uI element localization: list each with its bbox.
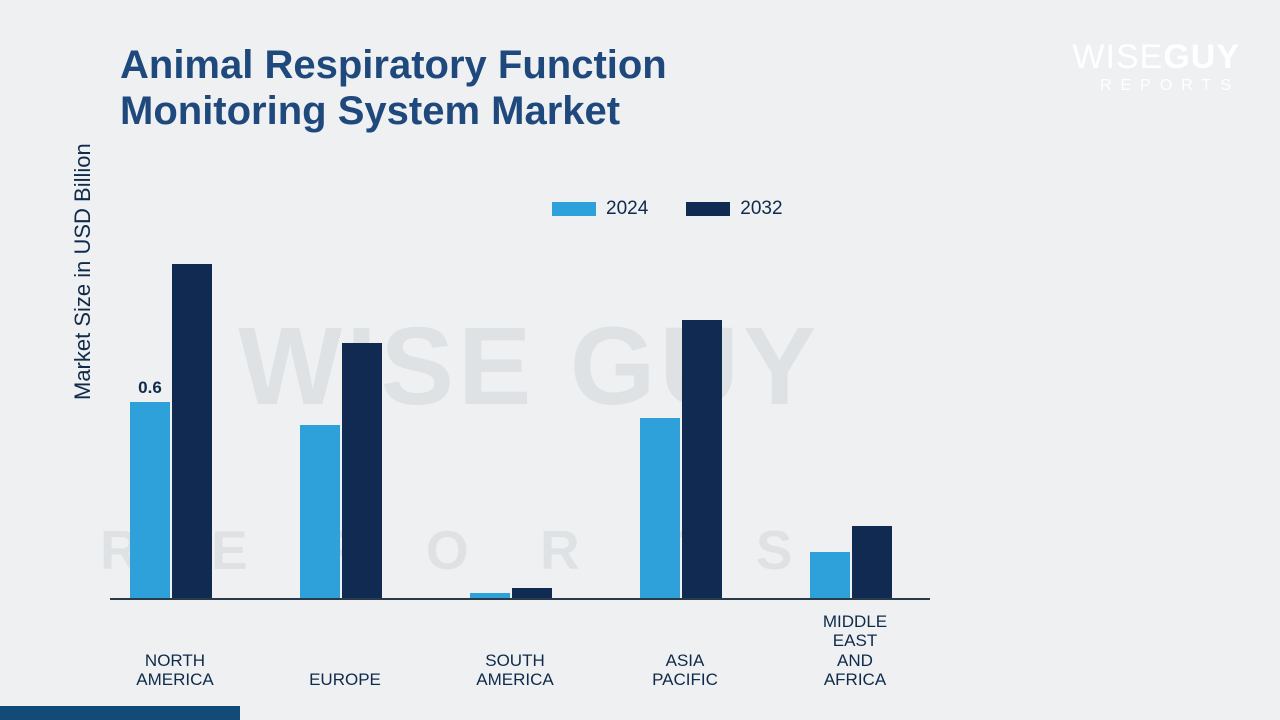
bar-2024-me [810,552,850,598]
legend-item-2024: 2024 [552,198,648,220]
bar-2032-ap [682,320,722,598]
brand-word-1: WISE [1072,38,1163,76]
brand-subtitle: REPORTS [1072,78,1240,95]
legend-item-2032: 2032 [686,198,782,220]
brand-word-2: GUY [1163,38,1240,76]
x-label-me: MIDDLE EAST AND AFRICA [790,612,920,690]
legend-swatch-2032 [686,202,730,216]
bar-2032-eu [342,343,382,598]
chart-canvas: WISE GUY R E P O R T S Animal Respirator… [0,0,1280,720]
legend-label-2024: 2024 [606,198,648,220]
y-axis-label: Market Size in USD Billion [70,143,96,400]
bar-2024-sa [470,593,510,598]
bar-2024-eu [300,425,340,598]
plot-area: 0.6NORTH AMERICAEUROPESOUTH AMERICAASIA … [110,240,930,600]
x-label-eu: EUROPE [280,670,410,690]
legend-swatch-2024 [552,202,596,216]
legend-label-2032: 2032 [740,198,782,220]
brand-logo: WISEGUY REPORTS [1072,40,1240,94]
bar-value-label: 0.6 [138,378,162,398]
chart-title: Animal Respiratory Function Monitoring S… [120,42,800,134]
x-label-ap: ASIA PACIFIC [620,651,750,690]
legend: 2024 2032 [552,198,783,220]
bar-2024-na: 0.6 [130,402,170,598]
x-axis-line [110,598,930,600]
bar-2032-sa [512,588,552,598]
x-label-na: NORTH AMERICA [110,651,240,690]
bar-2032-na [172,264,212,598]
bar-2032-me [852,526,892,598]
bar-2024-ap [640,418,680,598]
x-label-sa: SOUTH AMERICA [450,651,580,690]
footer-accent-bar [0,706,240,720]
